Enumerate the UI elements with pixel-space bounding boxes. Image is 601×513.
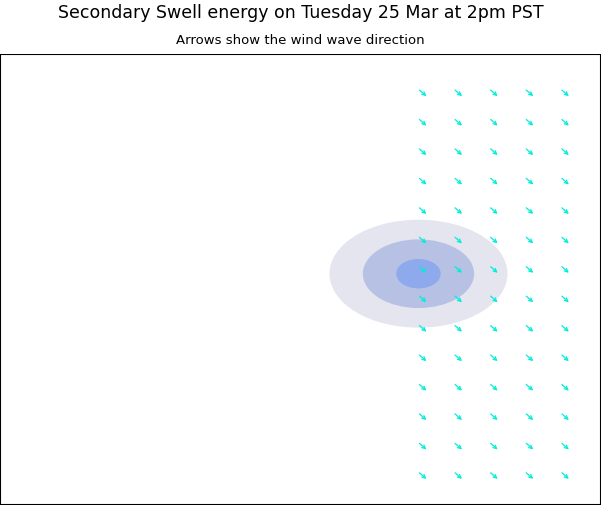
Text: Arrows show the wind wave direction: Arrows show the wind wave direction — [176, 34, 425, 47]
Ellipse shape — [396, 259, 441, 288]
Text: Secondary Swell energy on Tuesday 25 Mar at 2pm PST: Secondary Swell energy on Tuesday 25 Mar… — [58, 5, 543, 23]
Ellipse shape — [363, 240, 474, 308]
Ellipse shape — [329, 220, 507, 328]
